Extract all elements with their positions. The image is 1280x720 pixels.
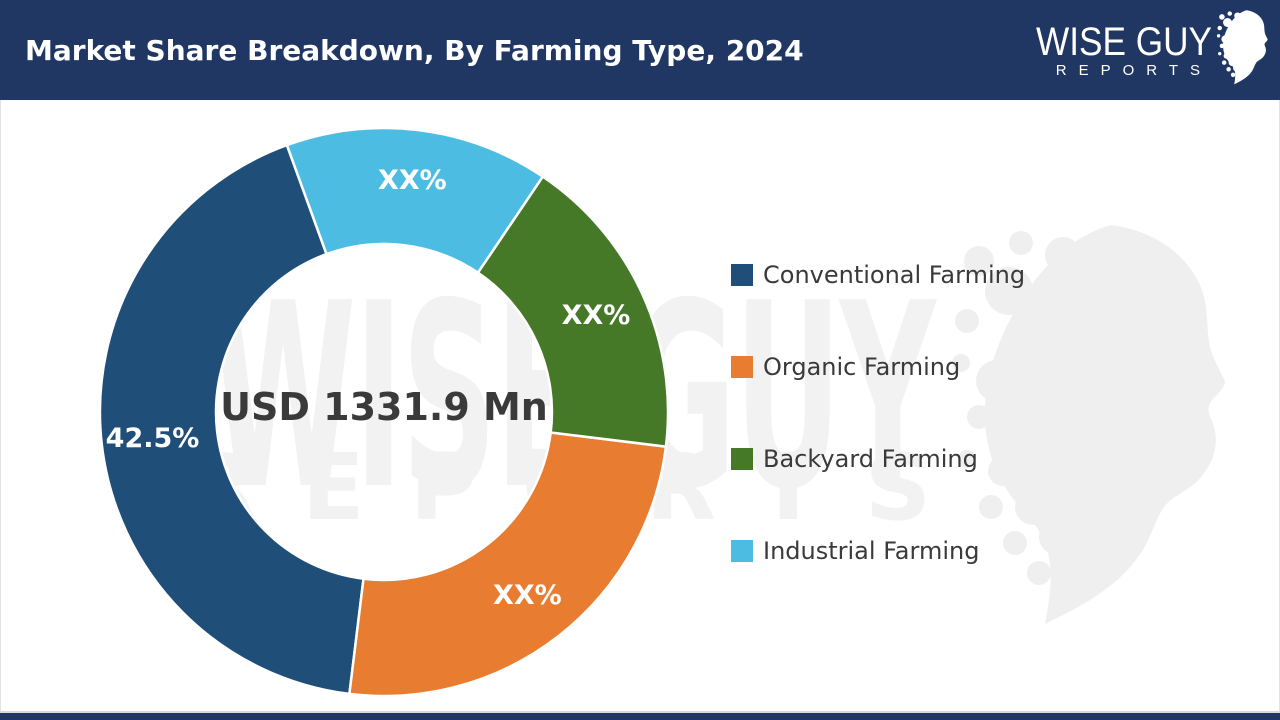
- legend-label: Backyard Farming: [763, 445, 978, 473]
- legend-label: Industrial Farming: [763, 537, 980, 565]
- legend-label: Organic Farming: [763, 353, 961, 381]
- logo-wiseguy-text: WISE GUY: [1035, 20, 1212, 64]
- legend-item-conventional-farming: Conventional Farming: [731, 261, 1025, 289]
- header: Market Share Breakdown, By Farming Type,…: [0, 0, 1280, 100]
- legend-swatch-conventional-farming: [731, 264, 753, 286]
- legend-swatch-organic-farming: [731, 356, 753, 378]
- segment-value-label: 42.5%: [106, 423, 200, 454]
- footer-separator-line: [0, 711, 1280, 713]
- donut-segment-backyard-farming: [476, 175, 670, 448]
- logo-reports-text: REPORTS: [1055, 62, 1212, 79]
- wise-guy-reports-logo: WISE GUY REPORTS: [1006, 0, 1268, 100]
- segment-value-label: XX%: [378, 165, 447, 196]
- legend-label: Conventional Farming: [763, 261, 1026, 289]
- donut-segment-organic-farming: [348, 431, 668, 698]
- segment-value-label: XX%: [562, 300, 631, 331]
- page-title: Market Share Breakdown, By Farming Type,…: [25, 33, 804, 67]
- legend-swatch-industrial-farming: [731, 540, 753, 562]
- legend-swatch-backyard-farming: [731, 448, 753, 470]
- legend-item-organic-farming: Organic Farming: [731, 353, 960, 381]
- segment-value-label: XX%: [493, 580, 562, 611]
- donut-segment-industrial-farming: [285, 126, 545, 274]
- legend-item-backyard-farming: Backyard Farming: [731, 445, 978, 473]
- donut-center-value-label: USD 1331.9 Mn: [220, 385, 548, 429]
- logo-face-icon: [1216, 10, 1268, 85]
- legend-item-industrial-farming: Industrial Farming: [731, 537, 979, 565]
- donut-segment-conventional-farming: [98, 143, 365, 696]
- footer-bar: [0, 713, 1280, 720]
